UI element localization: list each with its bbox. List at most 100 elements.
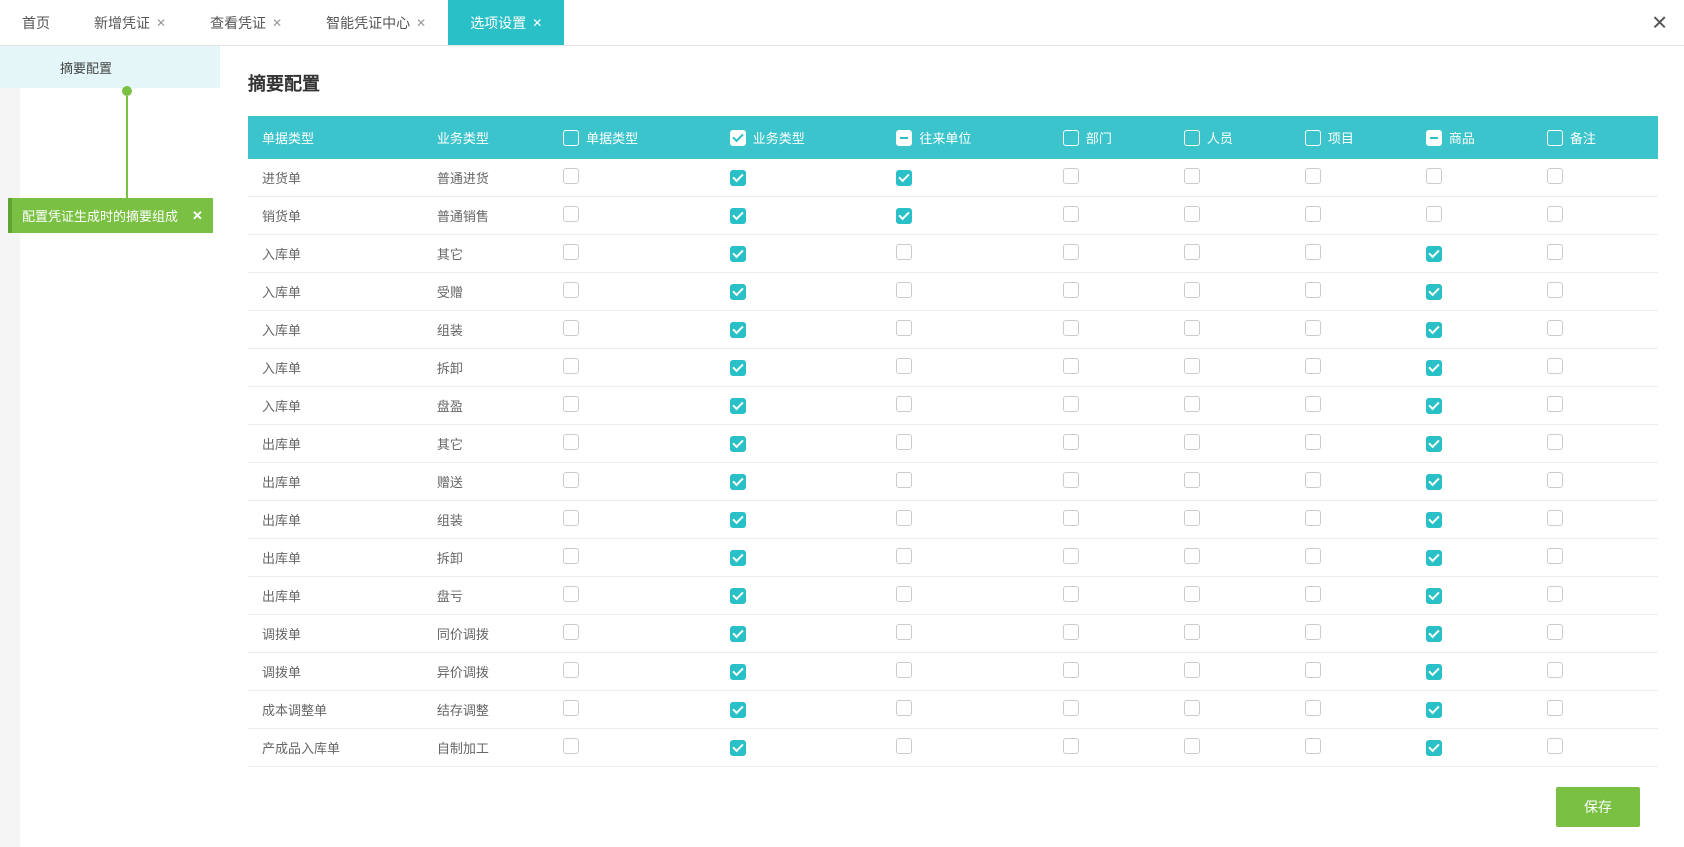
row-checkbox[interactable] — [1184, 358, 1200, 374]
row-checkbox[interactable] — [730, 360, 746, 376]
row-checkbox[interactable] — [730, 512, 746, 528]
row-checkbox[interactable] — [896, 434, 912, 450]
row-checkbox[interactable] — [563, 586, 579, 602]
row-checkbox[interactable] — [1547, 396, 1563, 412]
row-checkbox[interactable] — [896, 738, 912, 754]
row-checkbox[interactable] — [1305, 244, 1321, 260]
row-checkbox[interactable] — [1426, 512, 1442, 528]
row-checkbox[interactable] — [1305, 320, 1321, 336]
row-checkbox[interactable] — [896, 244, 912, 260]
row-checkbox[interactable] — [1063, 434, 1079, 450]
row-checkbox[interactable] — [1426, 360, 1442, 376]
row-checkbox[interactable] — [1063, 624, 1079, 640]
row-checkbox[interactable] — [1547, 244, 1563, 260]
row-checkbox[interactable] — [1305, 510, 1321, 526]
row-checkbox[interactable] — [730, 626, 746, 642]
row-checkbox[interactable] — [563, 700, 579, 716]
row-checkbox[interactable] — [1184, 396, 1200, 412]
row-checkbox[interactable] — [1426, 626, 1442, 642]
row-checkbox[interactable] — [896, 510, 912, 526]
row-checkbox[interactable] — [1547, 282, 1563, 298]
row-checkbox[interactable] — [1305, 700, 1321, 716]
row-checkbox[interactable] — [1184, 320, 1200, 336]
row-checkbox[interactable] — [1184, 206, 1200, 222]
header-checkbox[interactable] — [1184, 130, 1200, 146]
row-checkbox[interactable] — [1547, 320, 1563, 336]
row-checkbox[interactable] — [896, 472, 912, 488]
row-checkbox[interactable] — [1063, 662, 1079, 678]
row-checkbox[interactable] — [1184, 738, 1200, 754]
row-checkbox[interactable] — [896, 320, 912, 336]
row-checkbox[interactable] — [1426, 398, 1442, 414]
row-checkbox[interactable] — [563, 358, 579, 374]
row-checkbox[interactable] — [1426, 702, 1442, 718]
row-checkbox[interactable] — [1063, 700, 1079, 716]
row-checkbox[interactable] — [563, 510, 579, 526]
row-checkbox[interactable] — [1547, 168, 1563, 184]
row-checkbox[interactable] — [1184, 586, 1200, 602]
close-icon[interactable]: ✕ — [416, 16, 426, 30]
row-checkbox[interactable] — [563, 396, 579, 412]
row-checkbox[interactable] — [1063, 206, 1079, 222]
row-checkbox[interactable] — [1184, 510, 1200, 526]
save-button[interactable]: 保存 — [1556, 787, 1640, 827]
row-checkbox[interactable] — [1426, 588, 1442, 604]
row-checkbox[interactable] — [1305, 472, 1321, 488]
row-checkbox[interactable] — [730, 246, 746, 262]
row-checkbox[interactable] — [1547, 548, 1563, 564]
row-checkbox[interactable] — [1063, 510, 1079, 526]
row-checkbox[interactable] — [1547, 510, 1563, 526]
row-checkbox[interactable] — [1426, 550, 1442, 566]
row-checkbox[interactable] — [1184, 282, 1200, 298]
row-checkbox[interactable] — [1063, 168, 1079, 184]
tab-新增凭证[interactable]: 新增凭证✕ — [72, 0, 188, 45]
row-checkbox[interactable] — [1547, 624, 1563, 640]
header-checkbox[interactable] — [563, 130, 579, 146]
row-checkbox[interactable] — [730, 284, 746, 300]
row-checkbox[interactable] — [896, 548, 912, 564]
row-checkbox[interactable] — [563, 662, 579, 678]
row-checkbox[interactable] — [1426, 284, 1442, 300]
row-checkbox[interactable] — [1547, 434, 1563, 450]
row-checkbox[interactable] — [1547, 586, 1563, 602]
close-icon[interactable]: ✕ — [272, 16, 282, 30]
tab-查看凭证[interactable]: 查看凭证✕ — [188, 0, 304, 45]
close-icon[interactable]: ✕ — [192, 208, 203, 224]
row-checkbox[interactable] — [1063, 738, 1079, 754]
row-checkbox[interactable] — [1305, 738, 1321, 754]
row-checkbox[interactable] — [563, 168, 579, 184]
row-checkbox[interactable] — [1184, 434, 1200, 450]
close-icon[interactable]: ✕ — [156, 16, 166, 30]
header-checkbox[interactable] — [1063, 130, 1079, 146]
row-checkbox[interactable] — [896, 282, 912, 298]
row-checkbox[interactable] — [1547, 700, 1563, 716]
row-checkbox[interactable] — [1184, 472, 1200, 488]
row-checkbox[interactable] — [1547, 206, 1563, 222]
row-checkbox[interactable] — [730, 436, 746, 452]
row-checkbox[interactable] — [563, 244, 579, 260]
row-checkbox[interactable] — [1063, 244, 1079, 260]
row-checkbox[interactable] — [730, 664, 746, 680]
row-checkbox[interactable] — [1305, 548, 1321, 564]
header-checkbox[interactable] — [730, 130, 746, 146]
table-scroll[interactable]: 单据类型业务类型单据类型业务类型往来单位部门人员项目商品备注 进货单普通进货销货… — [248, 116, 1664, 771]
tab-智能凭证中心[interactable]: 智能凭证中心✕ — [304, 0, 448, 45]
row-checkbox[interactable] — [896, 700, 912, 716]
header-checkbox[interactable] — [1305, 130, 1321, 146]
row-checkbox[interactable] — [1305, 662, 1321, 678]
row-checkbox[interactable] — [1426, 322, 1442, 338]
row-checkbox[interactable] — [563, 282, 579, 298]
row-checkbox[interactable] — [730, 398, 746, 414]
row-checkbox[interactable] — [730, 740, 746, 756]
header-checkbox[interactable] — [1547, 130, 1563, 146]
row-checkbox[interactable] — [563, 434, 579, 450]
row-checkbox[interactable] — [1063, 396, 1079, 412]
row-checkbox[interactable] — [1184, 244, 1200, 260]
row-checkbox[interactable] — [730, 550, 746, 566]
row-checkbox[interactable] — [1305, 358, 1321, 374]
row-checkbox[interactable] — [1305, 624, 1321, 640]
sidebar-header[interactable]: 摘要配置 — [0, 46, 220, 88]
row-checkbox[interactable] — [730, 702, 746, 718]
row-checkbox[interactable] — [730, 322, 746, 338]
row-checkbox[interactable] — [563, 548, 579, 564]
